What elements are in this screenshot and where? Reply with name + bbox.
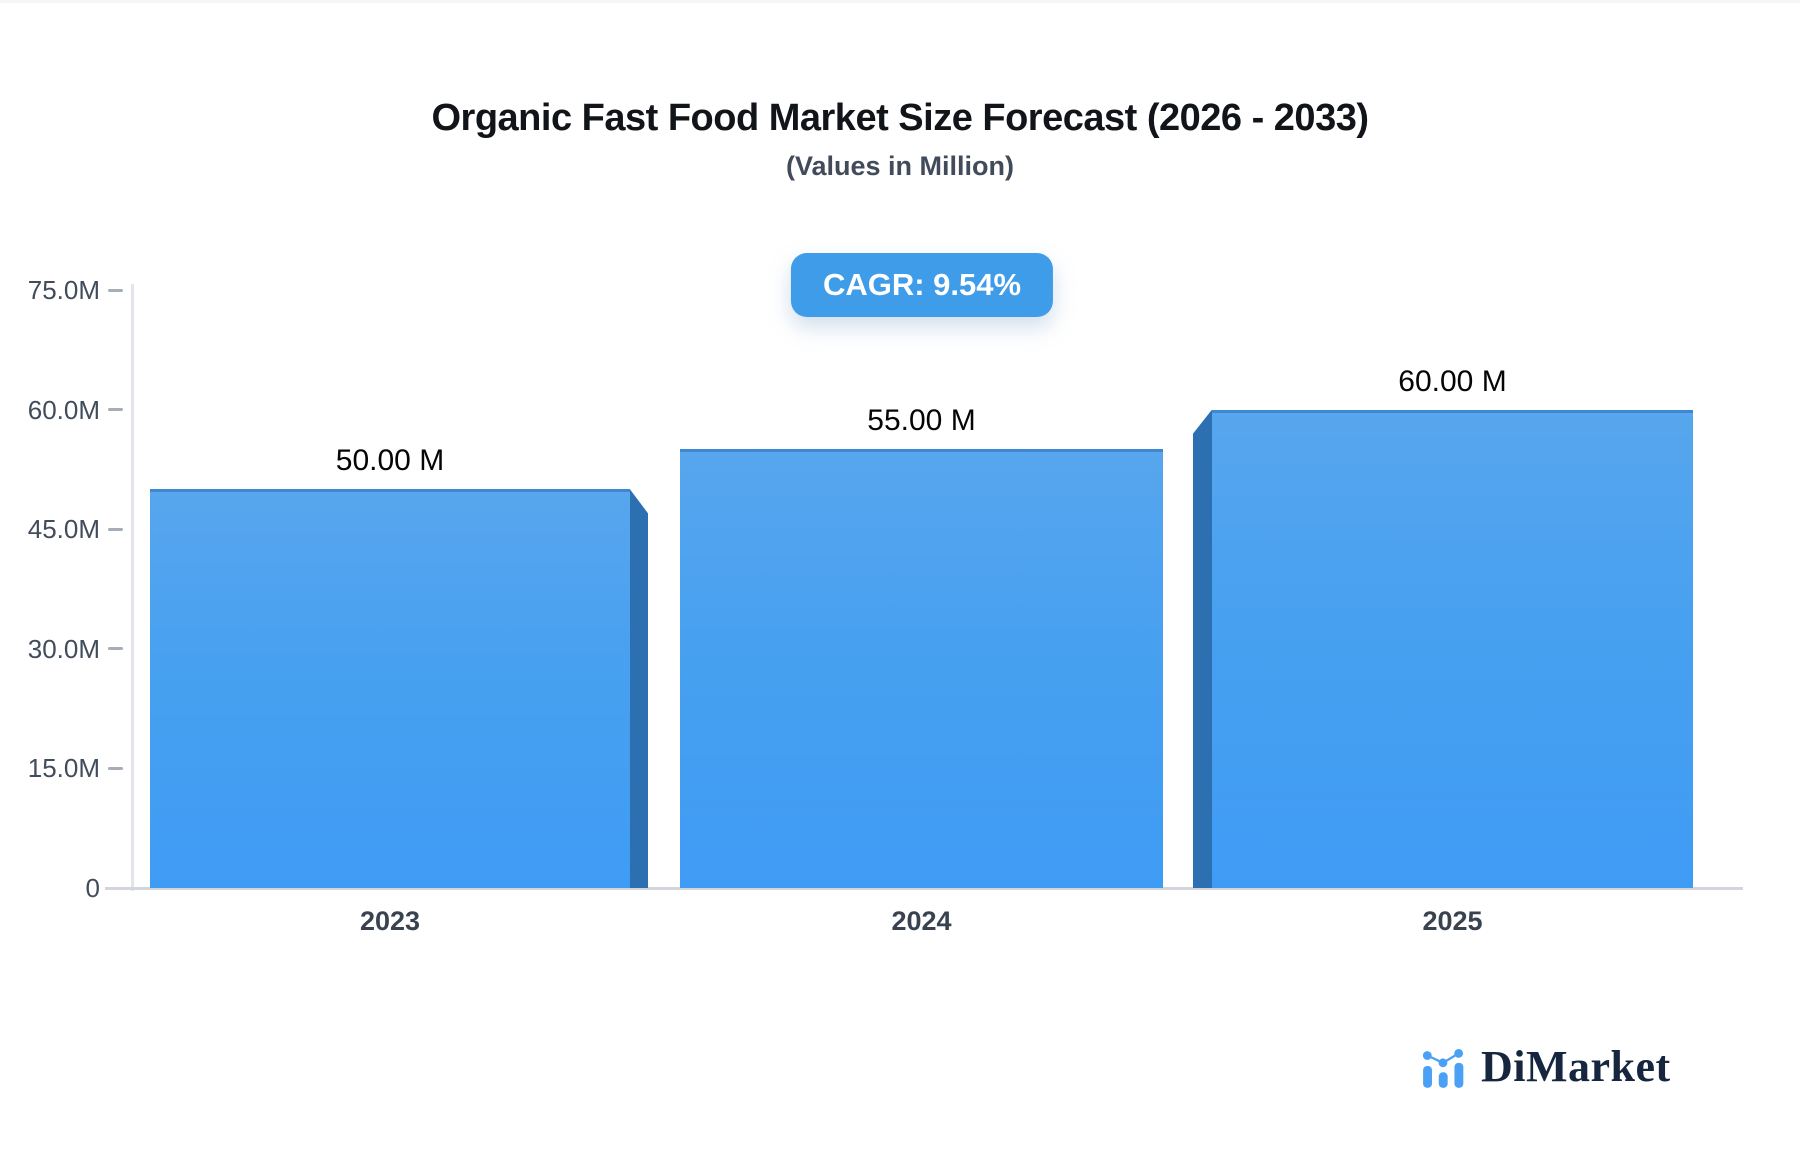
y-axis-tick-label-45.0M: 45.0M [27,514,100,545]
bar-chart-logo-icon [1422,1048,1464,1088]
brand-logo: DiMarket [1421,1041,1671,1092]
y-axis-line [131,284,134,891]
x-axis-baseline [105,887,1743,890]
bar-value-label-2025: 60.00 M [1398,364,1507,398]
brand-name: DiMarket [1481,1042,1671,1091]
bar-value-label-2024: 55.00 M [867,404,976,438]
bar-3d-side-2023 [630,489,648,888]
x-axis-label-2025: 2025 [1422,906,1483,936]
x-axis-label-2023: 2023 [359,906,421,936]
y-axis-tick-mark [108,766,123,770]
x-axis-label-2024: 2024 [891,906,952,936]
bar-2025 [1212,409,1693,888]
y-axis-tick-label-15.0M: 15.0M [27,753,100,784]
chart-subtitle: (Values in Million) [785,151,1015,181]
bar-3d-side-2025 [1193,409,1212,888]
y-axis-tick-label-0: 0 [85,873,100,903]
y-axis-tick-mark [108,647,123,651]
bar-value-label-2023: 50.00 M [335,444,445,478]
bar-2023 [150,489,630,888]
y-axis-tick-mark [108,408,123,412]
y-axis-tick-mark [108,288,123,292]
y-axis-tick-label-30.0M: 30.0M [27,633,100,664]
y-axis-tick-label-75.0M: 75.0M [27,275,100,305]
cagr-badge: CAGR: 9.54% [790,253,1054,317]
y-axis-tick-label-60.0M: 60.0M [27,394,100,425]
y-axis-tick-mark [108,527,123,531]
bar-2024 [680,449,1163,888]
chart-title: Organic Fast Food Market Size Forecast (… [431,97,1369,139]
